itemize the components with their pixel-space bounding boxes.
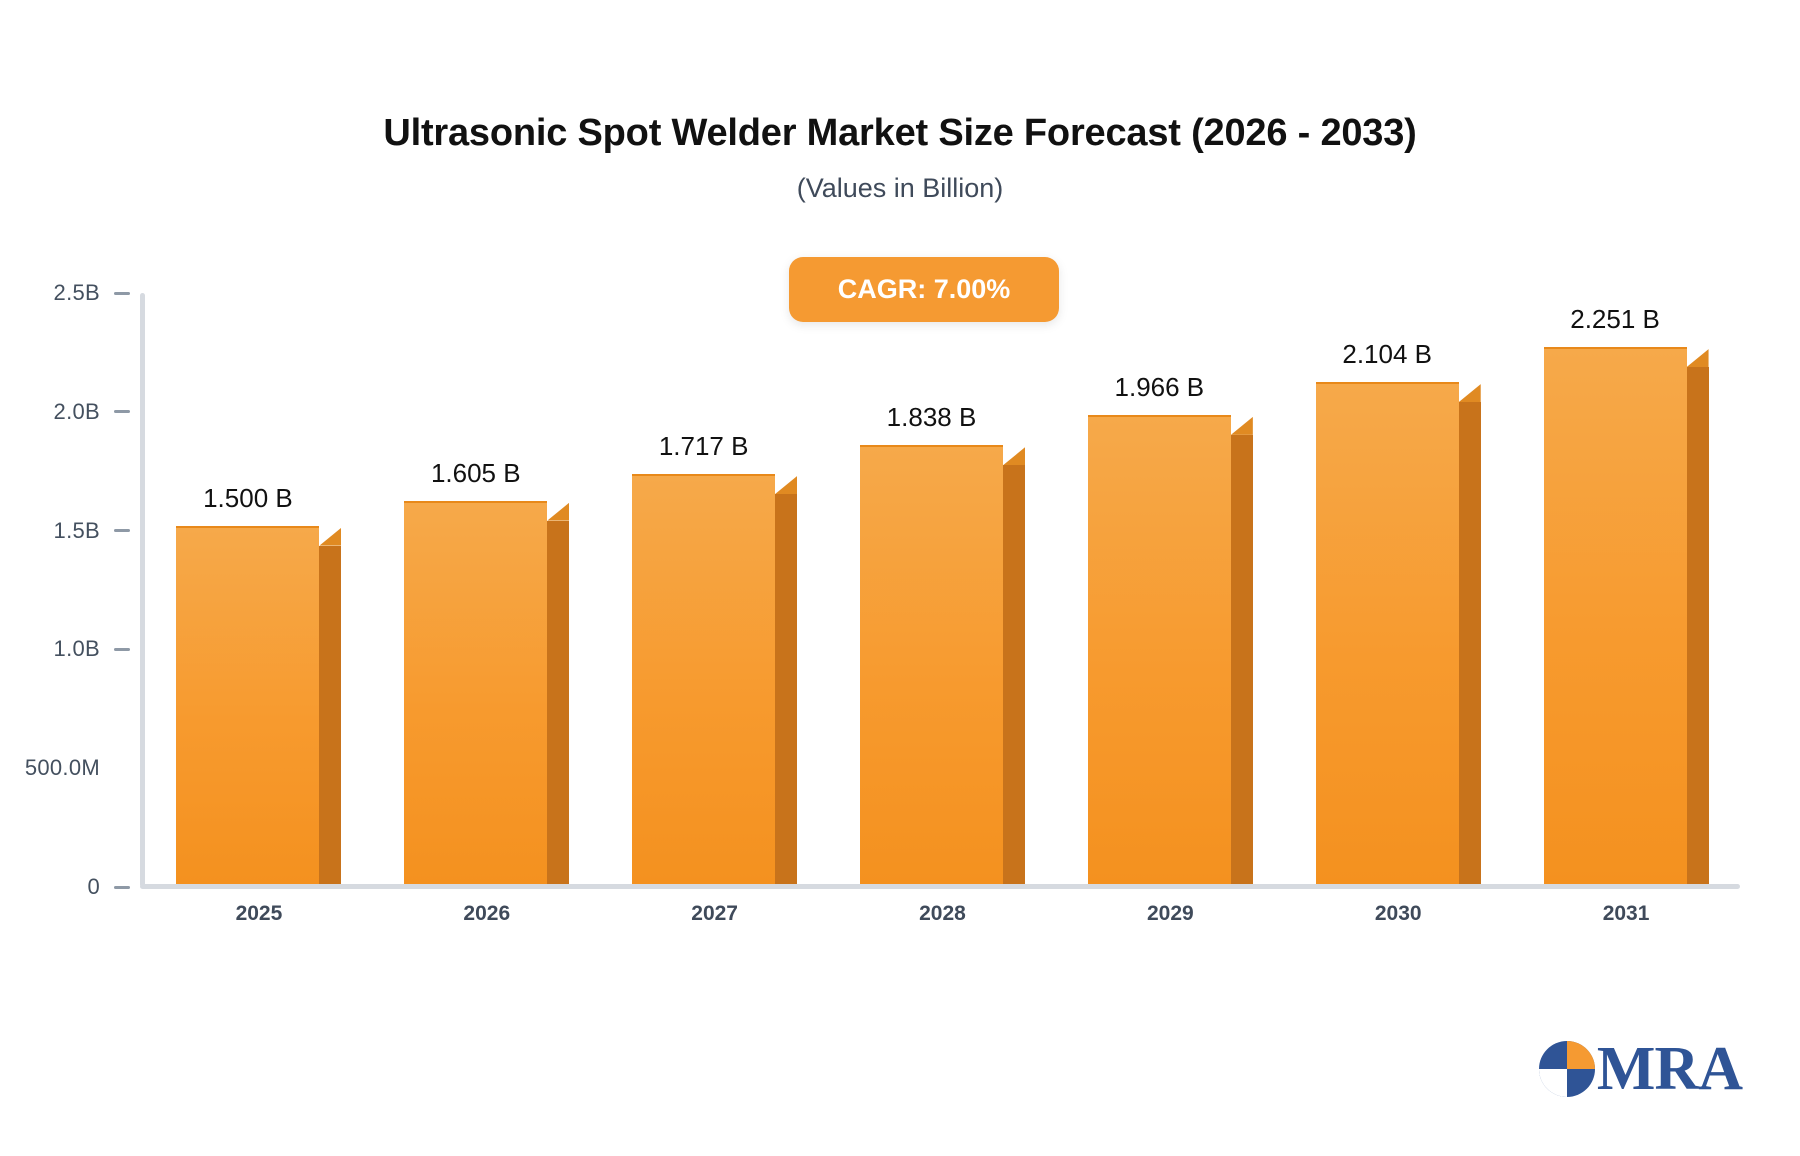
x-axis-tick-label: 2027 [691,902,738,925]
bar-top-face [547,502,570,521]
x-axis-tick-label: 2031 [1602,902,1650,925]
bar-top-face [775,476,798,495]
bar-front-face [1543,347,1687,884]
bar-value-label: 1.966 B [1114,371,1205,402]
x-axis-tick-label: 2028 [919,902,966,925]
bar-front-face [404,500,548,884]
bar-side-face [547,520,570,884]
x-axis-tick-label: 2026 [463,902,511,925]
bar-value-label: 2.104 B [1342,339,1433,370]
bar-front-face [176,525,320,884]
x-axis-tick-label: 2029 [1146,902,1194,925]
y-axis-tick-mark [114,410,130,414]
bar-top-face [1458,384,1481,403]
bar-series: 1.500 B 1.605 B 1.717 B 1.838 B 1.966 B 2.104… [145,290,1740,884]
plot-area: 2.5B 2.0B 1.5B 1.0B 500.0M 0 1.500 B 1.605 B 1.… [25,280,1740,925]
x-axis-line [140,884,1740,889]
bar-front-face [1087,414,1231,884]
bar-value-label: 1.605 B [430,457,521,488]
y-axis-tick-label: 500.0M [24,755,100,781]
y-axis-tick: 2.0B [54,399,140,425]
bar-value-label: 1.717 B [658,431,749,462]
bar-side-face [1686,367,1709,884]
bar-side-face [319,545,342,884]
bar-side-face [775,494,798,884]
bar-value-label: 1.838 B [886,402,977,433]
y-axis-tick-label: 2.0B [53,398,100,424]
logo-text: MRA [1596,1035,1743,1103]
bar-side-face [1458,402,1481,884]
y-axis-tick: 2.5B [54,280,140,306]
bar-side-face [1003,465,1025,884]
y-axis-tick-label: 1.5B [53,517,100,543]
bar-column[interactable]: 1.500 B [176,290,342,884]
bar-value-label: 1.500 B [203,482,293,513]
y-axis-tick: 1.0B [54,636,140,662]
bar-column[interactable]: 1.966 B [1087,290,1253,884]
y-axis-tick: 0 [87,874,140,900]
bar-top-face [319,527,342,546]
y-axis-line [140,293,145,887]
y-axis-tick-label: 1.0B [53,636,100,662]
bar-column[interactable]: 2.104 B [1315,290,1481,884]
x-axis-tick-label: 2025 [235,902,283,925]
bar-front-face [860,445,1003,884]
y-axis-tick-mark [114,647,130,651]
y-axis-tick-label: 0 [87,874,100,899]
y-axis-tick: 500.0M [25,755,140,781]
bar-column[interactable]: 2.251 B [1543,290,1709,884]
cagr-badge: CAGR: 7.00% [789,257,1059,322]
bar-side-face [1230,434,1253,884]
y-axis-tick: 1.5B [54,518,140,544]
bar-column[interactable]: 1.717 B [632,290,798,884]
x-axis-tick-label: 2030 [1374,902,1422,925]
bar-column[interactable]: 1.838 B [860,290,1025,884]
chart-subtitle: (Values in Billion) [796,173,1004,203]
y-axis-tick-mark [114,529,130,533]
bar-value-label: 2.251 B [1570,304,1660,335]
bar-column[interactable]: 1.605 B [404,290,570,884]
bar-top-face [1686,349,1709,368]
y-axis-tick-mark [114,885,130,889]
y-axis-tick-mark [114,291,130,295]
y-axis-tick-label: 2.5B [53,280,100,305]
pie-chart-icon [1538,1041,1595,1097]
y-axis-tick-mark [114,767,130,770]
mra-logo: MRA [1538,1030,1743,1108]
bar-top-face [1003,447,1025,466]
bar-top-face [1230,416,1253,435]
bar-front-face [1315,382,1459,884]
chart-title: Ultrasonic Spot Welder Market Size Forec… [383,112,1417,154]
bar-front-face [632,474,776,884]
